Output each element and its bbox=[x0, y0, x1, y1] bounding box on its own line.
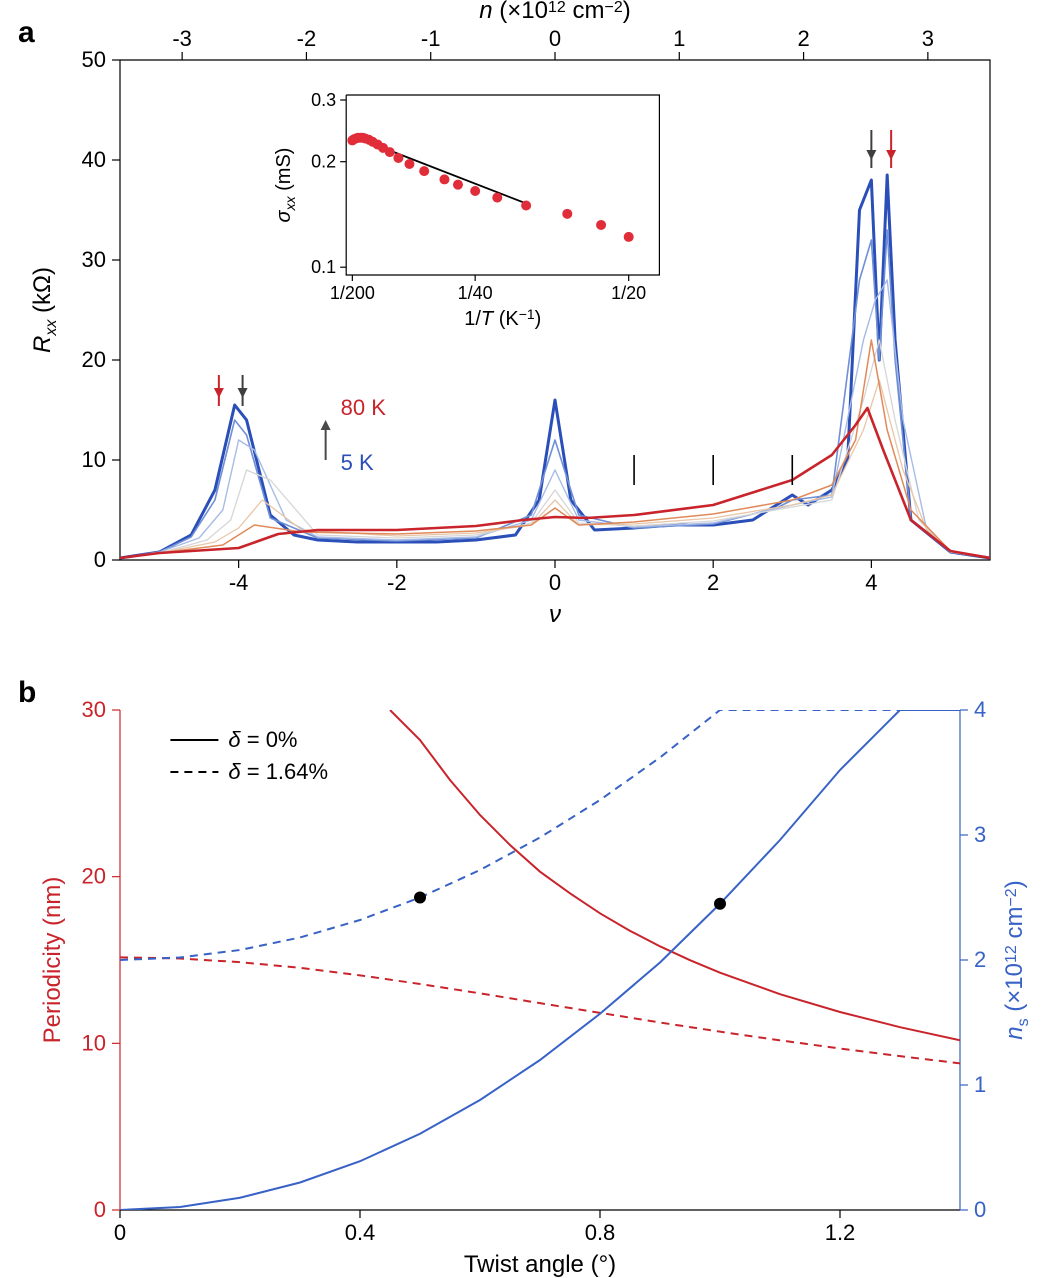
panel-a-peak-arrowhead bbox=[886, 150, 896, 160]
panel-a-temp-high: 80 K bbox=[341, 395, 387, 420]
panel-a-inset-point bbox=[439, 174, 449, 184]
panel-a-inset-point bbox=[492, 193, 502, 203]
panel-b-yrtick-label: 3 bbox=[974, 822, 986, 847]
panel-a-temp-low: 5 K bbox=[341, 450, 374, 475]
panel-a-toptick-label: -3 bbox=[172, 26, 192, 51]
panel-b-legend-text: δ = 1.64% bbox=[228, 759, 328, 784]
panel-a-inset-bg bbox=[346, 95, 659, 275]
panel-b-xlabel: Twist angle (°) bbox=[464, 1251, 616, 1278]
panel-b-xtick-label: 0.4 bbox=[345, 1220, 376, 1245]
panel-a-inset-point bbox=[385, 147, 395, 157]
panel-b-yrtick-label: 1 bbox=[974, 1072, 986, 1097]
panel-a-toptick-label: 0 bbox=[549, 26, 561, 51]
panel-a-toptick-label: 3 bbox=[922, 26, 934, 51]
panel-a-toptick-label: 2 bbox=[797, 26, 809, 51]
panel-a-inset-point bbox=[562, 209, 572, 219]
panel-a-inset-point bbox=[404, 159, 414, 169]
panel-a-ylabel: Rxx (kΩ) bbox=[29, 267, 60, 353]
panel-a-inset-point bbox=[393, 153, 403, 163]
panel-b-xtick-label: 0 bbox=[114, 1220, 126, 1245]
panel-a-ytick-label: 40 bbox=[82, 147, 106, 172]
panel-a-peak-arrowhead bbox=[238, 388, 248, 398]
panel-b-legend-text: δ = 0% bbox=[228, 727, 297, 752]
panel-b-yllabel: Periodicity (nm) bbox=[39, 877, 66, 1044]
panel-a-inset-point bbox=[419, 166, 429, 176]
panel-a-toptick-label: -2 bbox=[297, 26, 317, 51]
panel-b-yltick-label: 0 bbox=[94, 1197, 106, 1222]
panel-b-marker-dot bbox=[414, 892, 426, 904]
panel-a-xtick-label: 4 bbox=[865, 570, 877, 595]
panel-a-label: a bbox=[18, 16, 35, 49]
panel-a-inset-point bbox=[624, 232, 634, 242]
panel-b-yltick-label: 20 bbox=[82, 864, 106, 889]
panel-a-ytick-label: 50 bbox=[82, 47, 106, 72]
panel-b-marker-dot bbox=[714, 898, 726, 910]
panel-a-inset-xlabel: 1/T (K−1) bbox=[464, 306, 541, 330]
panel-a-xtick-label: 0 bbox=[549, 570, 561, 595]
panel-b-label: b bbox=[18, 676, 36, 709]
panel-a-toptick-label: -1 bbox=[421, 26, 441, 51]
figure-svg: a-4-2024ν-3-2-10123n (×1012 cm−2)0102030… bbox=[0, 0, 1048, 1278]
panel-a-xlabel-top: n (×1012 cm−2) bbox=[479, 0, 630, 24]
panel-a-inset-ytick-label: 0.1 bbox=[311, 257, 336, 277]
panel-a-xlabel-bottom: ν bbox=[549, 601, 561, 628]
panel-b-curve bbox=[120, 710, 960, 1210]
panel-b-xtick-label: 0.8 bbox=[585, 1220, 616, 1245]
panel-a-xtick-label: -4 bbox=[229, 570, 249, 595]
panel-a-inset-point bbox=[470, 186, 480, 196]
panel-a-ytick-label: 30 bbox=[82, 247, 106, 272]
panel-a-toptick-label: 1 bbox=[673, 26, 685, 51]
panel-a-inset-ytick-label: 0.2 bbox=[311, 152, 336, 172]
panel-a-xtick-label: 2 bbox=[707, 570, 719, 595]
panel-b-xtick-label: 1.2 bbox=[825, 1220, 856, 1245]
panel-a-ytick-label: 0 bbox=[94, 547, 106, 572]
panel-a-inset-ylabel: σxx (mS) bbox=[273, 148, 298, 223]
panel-a-ytick-label: 20 bbox=[82, 347, 106, 372]
panel-b-yrtick-label: 2 bbox=[974, 947, 986, 972]
panel-a-peak-arrowhead bbox=[866, 150, 876, 160]
panel-a-temp-arrowhead bbox=[321, 420, 331, 430]
panel-a-inset-point bbox=[521, 200, 531, 210]
panel-a-inset-xtick-label: 1/20 bbox=[611, 283, 646, 303]
panel-a-peak-arrowhead bbox=[214, 388, 224, 398]
panel-a-inset-ytick-label: 0.3 bbox=[311, 90, 336, 110]
panel-a-inset-xtick-label: 1/40 bbox=[458, 283, 493, 303]
panel-a-inset-point bbox=[596, 220, 606, 230]
panel-b-yltick-label: 10 bbox=[82, 1030, 106, 1055]
panel-a-inset-xtick-label: 1/200 bbox=[330, 283, 375, 303]
panel-b-yrtick-label: 0 bbox=[974, 1197, 986, 1222]
panel-b-curves bbox=[120, 710, 960, 1210]
panel-a-xtick-label: -2 bbox=[387, 570, 407, 595]
panel-b-curve bbox=[390, 710, 960, 1040]
panel-b-yrtick-label: 4 bbox=[974, 697, 986, 722]
panel-a-ytick-label: 10 bbox=[82, 447, 106, 472]
panel-a-inset-point bbox=[453, 180, 463, 190]
panel-b-yrlabel: ns (×1012 cm−2) bbox=[1001, 880, 1032, 1039]
figure-container: a-4-2024ν-3-2-10123n (×1012 cm−2)0102030… bbox=[0, 0, 1048, 1278]
panel-b-yltick-label: 30 bbox=[82, 697, 106, 722]
